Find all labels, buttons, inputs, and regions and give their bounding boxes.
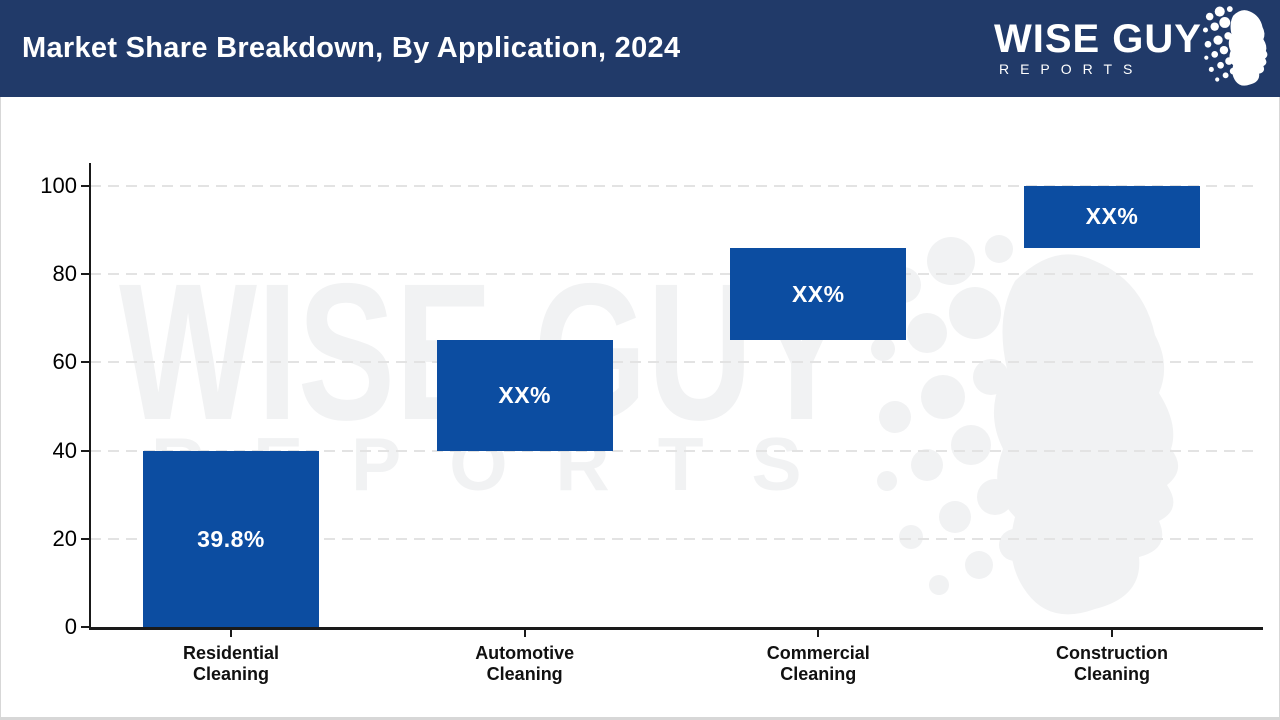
logo-brand-subtitle: REPORTS [998, 60, 1144, 77]
logo-brand-name: WISE GUY [993, 16, 1202, 61]
bar-value-label: XX% [1085, 203, 1139, 230]
wiseguy-head-watermark-icon [871, 235, 1179, 615]
page-title: Market Share Breakdown, By Application, … [22, 32, 681, 64]
gridline-y80 [90, 273, 1259, 276]
gridline-y100 [90, 185, 1259, 187]
wiseguy-logo-text: WISE GUY REPORTS [994, 19, 1202, 76]
y-axis-tick [81, 449, 90, 452]
gridline-y40 [90, 449, 1259, 452]
header-banner: Market Share Breakdown, By Application, … [0, 0, 1280, 97]
x-axis-tick [523, 630, 526, 637]
wiseguy-logo: WISE GUY REPORTS [994, 4, 1270, 90]
bar-value-label: XX% [791, 280, 845, 307]
y-axis-tick [81, 361, 90, 364]
y-axis-tick-label: 60 [52, 349, 77, 375]
y-axis-tick-label: 100 [40, 173, 77, 198]
y-axis-tick-label: 80 [52, 261, 77, 287]
y-axis-tick [81, 185, 90, 187]
y-axis-tick-label: 40 [52, 437, 77, 463]
x-axis-tick [817, 630, 820, 637]
plot-region: 0 20 40 60 80 100 39.8% XX% XX% XX% Residential Cle… [1, 97, 1279, 717]
x-axis-category-label: Construction Cleaning [1056, 643, 1168, 684]
y-axis-line [89, 163, 91, 630]
y-axis-tick-label: 20 [52, 525, 77, 551]
x-axis-category-label: Residential Cleaning [182, 643, 280, 684]
chart-canvas: WISE GUY REPORTS 0 20 40 60 80 100 39.8% XX% XX%… [0, 97, 1280, 720]
y-axis-tick [81, 626, 90, 628]
x-axis-tick [1111, 630, 1113, 637]
gridline-y20 [90, 537, 1259, 540]
gridline-y60 [90, 361, 1259, 364]
x-axis-tick [230, 630, 232, 637]
y-axis-tick-label: 0 [64, 614, 77, 639]
bar-automotive: XX% [436, 340, 613, 452]
bar-value-label: 39.8% [197, 525, 265, 552]
wiseguy-head-logo-icon [1202, 6, 1268, 86]
bar-value-label: XX% [498, 382, 551, 409]
x-axis-category-label: Automotive Cleaning [475, 643, 575, 684]
bar-commercial: XX% [730, 247, 907, 341]
bar-construction: XX% [1024, 186, 1200, 248]
y-axis-tick [81, 537, 90, 540]
x-axis-line [89, 627, 1263, 630]
bar-residential: 39.8% [143, 451, 319, 627]
y-axis-tick [81, 273, 90, 276]
x-axis-category-label: Commercial Cleaning [766, 643, 870, 684]
